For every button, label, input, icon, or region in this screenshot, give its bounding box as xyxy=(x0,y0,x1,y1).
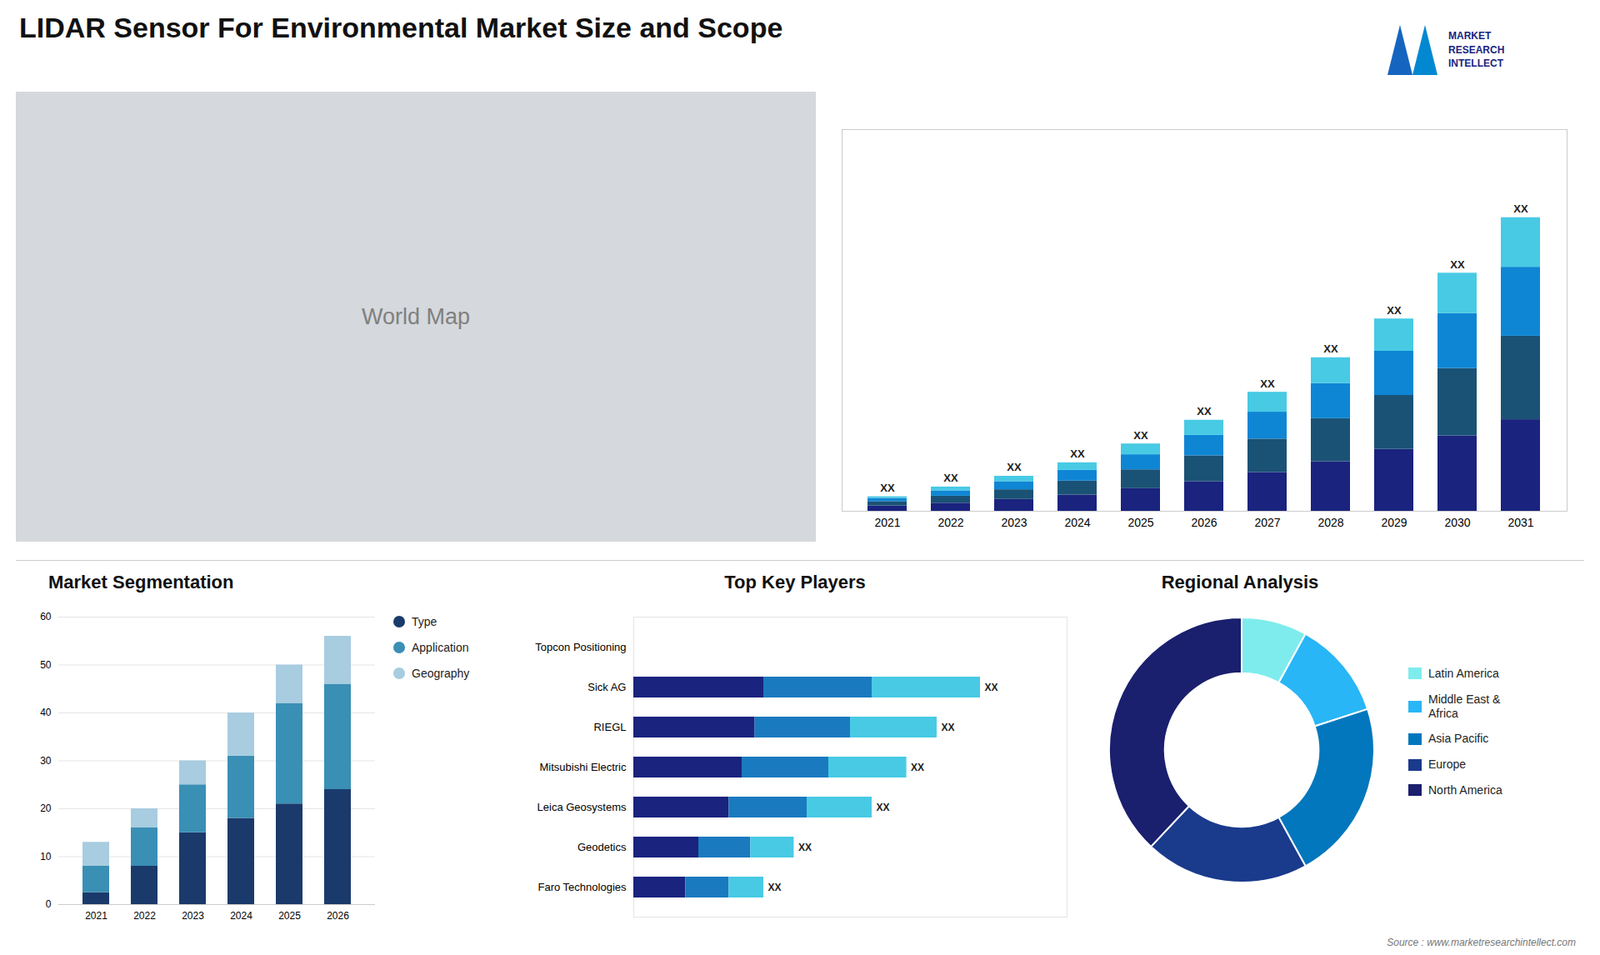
html-text:Asia Pacific: Asia Pacific xyxy=(1428,732,1489,746)
html-text:Latin America: Latin America xyxy=(1428,666,1499,680)
html-text:North America: North America xyxy=(1428,783,1503,797)
svg-text:2024: 2024 xyxy=(1064,515,1090,530)
svg-text:2021: 2021 xyxy=(85,910,108,922)
svg-text:XX: XX xyxy=(1133,429,1149,442)
html-text:Market Segmentation: Market Segmentation xyxy=(48,571,234,593)
svg-text:Mitsubishi Electric: Mitsubishi Electric xyxy=(539,760,627,774)
svg-text:XX: XX xyxy=(880,481,895,495)
svg-text:Geodetics: Geodetics xyxy=(577,840,627,854)
svg-text:60: 60 xyxy=(40,610,52,623)
html-text:World Map: World Map xyxy=(361,303,470,329)
svg-text:2029: 2029 xyxy=(1380,515,1407,530)
html-text:Type: Type xyxy=(411,615,437,629)
svg-text:2026: 2026 xyxy=(326,910,350,922)
svg-text:XX: XX xyxy=(1070,447,1085,460)
svg-text:2025: 2025 xyxy=(1127,515,1154,530)
html-text:Top Key Players: Top Key Players xyxy=(724,571,866,593)
html-text:Geography: Geography xyxy=(411,666,470,680)
svg-text:30: 30 xyxy=(40,755,52,767)
svg-text:2023: 2023 xyxy=(181,910,205,922)
svg-text:2030: 2030 xyxy=(1444,515,1470,530)
html-text:Application: Application xyxy=(411,640,469,654)
svg-text:2022: 2022 xyxy=(937,515,964,530)
svg-text:2023: 2023 xyxy=(1000,515,1027,530)
svg-text:Sick AG: Sick AG xyxy=(587,680,626,694)
svg-text:2026: 2026 xyxy=(1190,515,1217,530)
svg-text:XX: XX xyxy=(1006,460,1022,474)
html-text:LIDAR Sensor For Environmental: LIDAR Sensor For Environmental Market Si… xyxy=(19,11,783,44)
html-text:Source : www.marketresearchint: Source : www.marketresearchintellect.com xyxy=(1386,936,1576,949)
svg-text:XX: XX xyxy=(1513,202,1529,215)
svg-text:XX: XX xyxy=(985,681,999,694)
svg-text:XX: XX xyxy=(1196,405,1212,418)
svg-text:2031: 2031 xyxy=(1507,515,1534,530)
html-text:Middle East & Africa: Middle East & Africa xyxy=(1428,692,1501,720)
svg-text:2028: 2028 xyxy=(1317,515,1344,530)
svg-text:XX: XX xyxy=(1323,342,1339,355)
svg-text:RIEGL: RIEGL xyxy=(593,720,626,734)
svg-text:40: 40 xyxy=(40,706,52,719)
svg-text:XX: XX xyxy=(941,721,955,734)
html-text:Europe: Europe xyxy=(1428,757,1466,771)
svg-text:0: 0 xyxy=(45,898,52,910)
svg-text:Faro Technologies: Faro Technologies xyxy=(538,880,627,894)
svg-text:2024: 2024 xyxy=(230,910,253,922)
svg-text:Topcon Positioning: Topcon Positioning xyxy=(535,640,626,654)
svg-text:2021: 2021 xyxy=(874,515,900,530)
svg-text:XX: XX xyxy=(943,471,959,485)
svg-text:2027: 2027 xyxy=(1254,515,1280,530)
svg-text:20: 20 xyxy=(40,802,52,815)
svg-text:XX: XX xyxy=(876,801,890,814)
svg-text:2025: 2025 xyxy=(278,910,301,922)
svg-text:50: 50 xyxy=(40,659,52,671)
svg-text:XX: XX xyxy=(768,881,782,894)
svg-text:2022: 2022 xyxy=(133,910,156,922)
svg-text:XX: XX xyxy=(1386,304,1402,317)
html-text:Regional Analysis: Regional Analysis xyxy=(1161,571,1319,593)
svg-text:XX: XX xyxy=(1260,377,1275,390)
svg-text:10: 10 xyxy=(40,850,52,863)
svg-text:XX: XX xyxy=(1450,258,1465,271)
svg-text:Leica Geosystems: Leica Geosystems xyxy=(537,800,627,814)
svg-text:XX: XX xyxy=(910,761,925,774)
svg-text:XX: XX xyxy=(798,841,812,854)
html-text:MARKET RESEARCH INTELLECT: MARKET RESEARCH INTELLECT xyxy=(1448,29,1505,70)
